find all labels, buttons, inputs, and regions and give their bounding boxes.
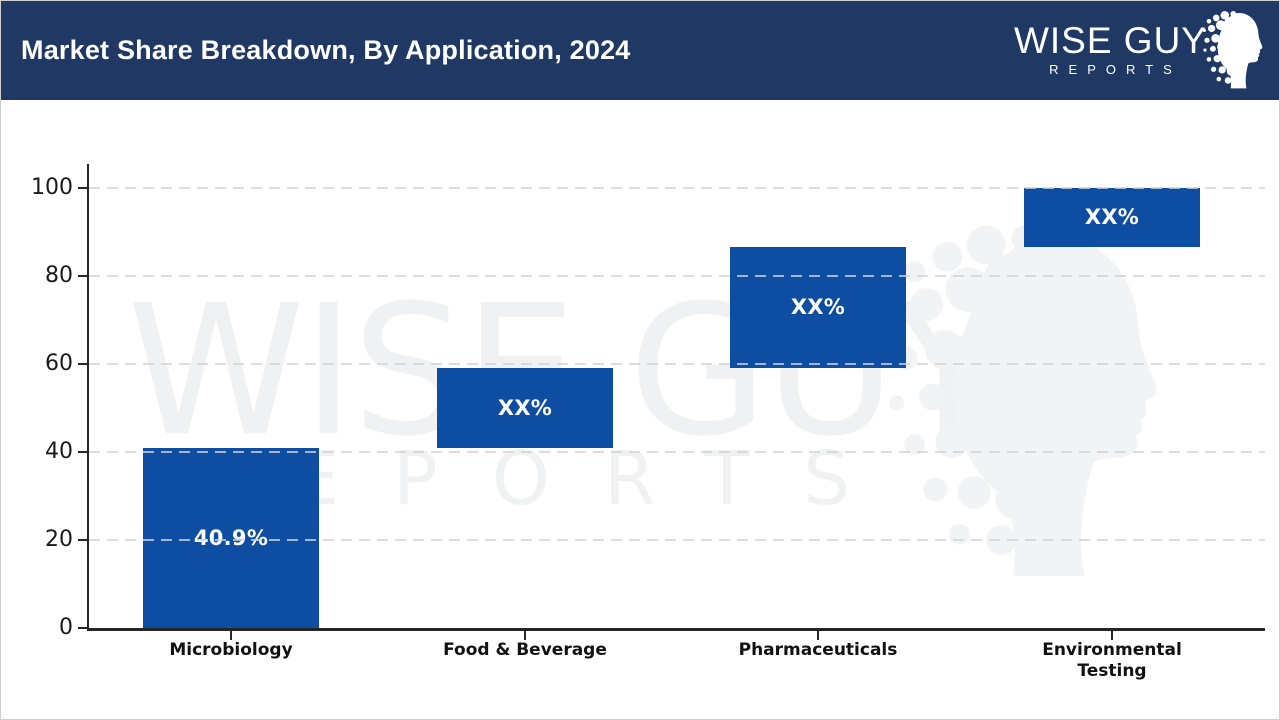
y-tick-label: 80	[45, 263, 73, 288]
x-tick	[817, 631, 819, 640]
y-tick-label: 100	[31, 175, 73, 200]
brand-logo: WISE GUY REPORTS	[1014, 10, 1265, 89]
category-label: Microbiology	[169, 640, 293, 660]
bar-value-label: XX%	[790, 295, 846, 320]
header: Market Share Breakdown, By Application, …	[1, 1, 1279, 100]
y-tick	[78, 275, 87, 277]
bar-value-label: XX%	[497, 395, 553, 420]
gridline	[89, 539, 1265, 541]
y-tick	[78, 539, 87, 541]
gridline	[89, 451, 1265, 453]
category-label: Environmental Testing	[1042, 640, 1182, 681]
logo-wordmark: WISE GUY	[1013, 19, 1207, 61]
x-axis-line	[87, 628, 1265, 631]
gridline	[89, 187, 1265, 189]
category-label: Pharmaceuticals	[738, 640, 898, 660]
bar-value-label: 40.9%	[193, 526, 269, 550]
bar-segment: XX%	[1024, 188, 1200, 247]
wiseguy-head-icon	[1199, 10, 1265, 89]
y-axis-line	[87, 164, 89, 631]
bar-segment: XX%	[730, 246, 906, 368]
bar-segment: XX%	[437, 367, 613, 449]
gridline	[89, 363, 1265, 365]
y-tick-label: 40	[45, 439, 73, 464]
category-label: Food & Beverage	[443, 640, 607, 660]
y-tick-label: 20	[45, 527, 73, 552]
bar-segment: 40.9%	[143, 448, 319, 628]
gridline	[89, 275, 1265, 277]
y-tick	[78, 363, 87, 365]
y-tick	[78, 451, 87, 453]
x-tick	[524, 631, 526, 640]
bar-value-label: XX%	[1084, 205, 1140, 230]
y-tick-label: 0	[59, 615, 73, 640]
y-tick	[78, 187, 87, 189]
logo-text: WISE GUY REPORTS	[1013, 19, 1207, 78]
y-tick-label: 60	[45, 351, 73, 376]
y-tick	[78, 627, 87, 629]
chart-title: Market Share Breakdown, By Application, …	[21, 35, 631, 65]
x-tick	[230, 631, 232, 640]
x-tick	[1111, 631, 1113, 640]
logo-subtext: REPORTS	[1049, 62, 1182, 78]
